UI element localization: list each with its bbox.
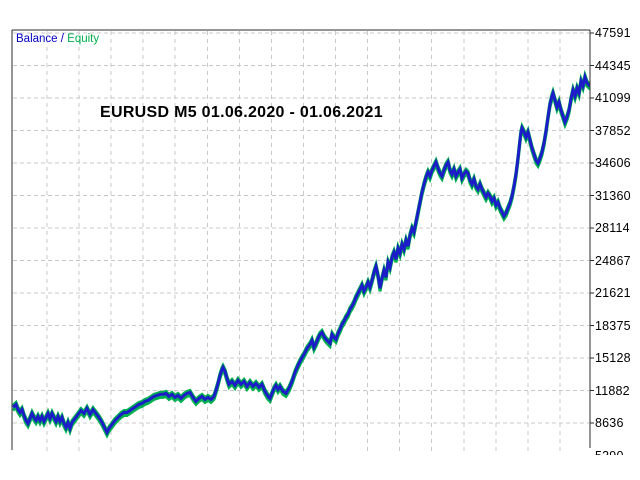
y-axis-label: 24867 xyxy=(595,253,631,268)
y-axis-label: 37852 xyxy=(595,123,631,138)
y-axis-label: 28114 xyxy=(595,221,630,235)
y-axis-label: 34606 xyxy=(595,156,631,170)
y-axis-label: 41099 xyxy=(595,91,631,105)
y-axis-label: 15128 xyxy=(595,351,631,365)
chart-title: EURUSD M5 01.06.2020 - 01.06.2021 xyxy=(100,104,383,121)
y-axis-label: 5390 xyxy=(595,448,624,456)
y-axis-label: 47591 xyxy=(595,26,631,40)
legend-separator: / xyxy=(57,33,68,45)
balance-line xyxy=(12,71,590,436)
y-axis-label: 11882 xyxy=(595,383,630,398)
grid xyxy=(13,31,589,455)
y-axis-label: 31360 xyxy=(595,188,631,203)
equity-line xyxy=(12,69,590,439)
y-axis-label: 18375 xyxy=(595,318,631,333)
plot-border xyxy=(11,29,594,450)
legend: Balance / Equity xyxy=(16,33,99,46)
chart-area: Balance / Equity EURUSD M5 01.06.2020 - … xyxy=(11,0,640,455)
y-axis-label: 8636 xyxy=(595,416,624,430)
y-axis-label: 21621 xyxy=(595,286,631,300)
y-axis-label: 44345 xyxy=(595,58,631,73)
plot-svg xyxy=(11,29,594,455)
balance-legend-label: Balance xyxy=(16,33,58,45)
y-axis: 47591 44345 41099 37852 34606 31360 28114 24867… xyxy=(595,0,640,455)
equity-legend-label: Equity xyxy=(67,33,100,45)
